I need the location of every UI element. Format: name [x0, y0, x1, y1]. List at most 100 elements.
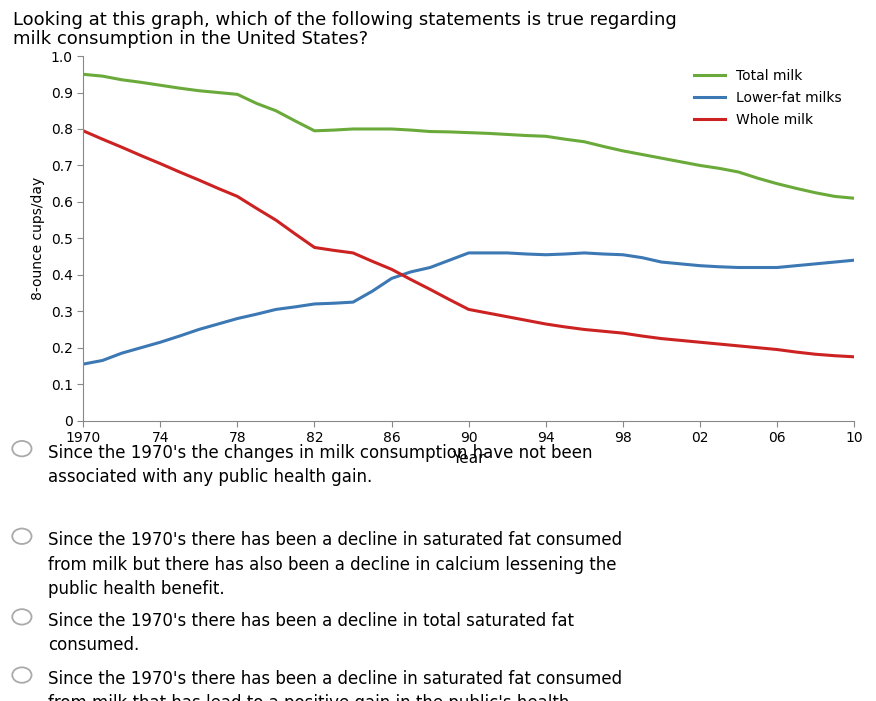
Whole milk [560, 322, 570, 331]
Total milk [618, 147, 628, 155]
Text: Since the 1970's there has been a decline in saturated fat consumed
from milk th: Since the 1970's there has been a declin… [48, 670, 622, 701]
Total milk [849, 194, 859, 203]
Line: Whole milk: Whole milk [83, 131, 854, 357]
Whole milk [78, 127, 88, 135]
Lower-fat milks [290, 303, 300, 311]
Y-axis label: 8-ounce cups/day: 8-ounce cups/day [32, 177, 46, 300]
Total milk [406, 126, 416, 135]
Total milk [540, 132, 551, 140]
Whole milk [232, 192, 243, 200]
Total milk [309, 127, 320, 135]
Total milk [560, 135, 570, 144]
Lower-fat milks [463, 249, 474, 257]
Whole milk [733, 341, 744, 350]
Whole milk [309, 243, 320, 252]
Whole milk [483, 309, 493, 318]
Whole milk [174, 168, 185, 176]
Total milk [502, 130, 512, 139]
Total milk [752, 174, 763, 182]
Whole milk [695, 338, 705, 346]
Total milk [367, 125, 378, 133]
Total milk [348, 125, 358, 133]
Total milk [695, 161, 705, 170]
Whole milk [502, 313, 512, 321]
Lower-fat milks [117, 349, 127, 358]
Total milk [830, 192, 840, 200]
Text: Since the 1970's there has been a decline in total saturated fat
consumed.: Since the 1970's there has been a declin… [48, 612, 574, 654]
Lower-fat milks [271, 305, 281, 313]
Lower-fat milks [483, 249, 493, 257]
Total milk [232, 90, 243, 99]
Lower-fat milks [598, 250, 609, 258]
Total milk [656, 154, 667, 163]
Whole milk [386, 265, 397, 273]
Whole milk [656, 334, 667, 343]
Lower-fat milks [348, 298, 358, 306]
Whole milk [328, 246, 339, 254]
Total milk [521, 131, 532, 139]
Total milk [483, 129, 493, 137]
Text: Since the 1970's there has been a decline in saturated fat consumed
from milk bu: Since the 1970's there has been a declin… [48, 531, 622, 598]
Line: Lower-fat milks: Lower-fat milks [83, 253, 854, 364]
Lower-fat milks [502, 249, 512, 257]
Lower-fat milks [695, 261, 705, 270]
Lower-fat milks [810, 259, 821, 268]
Whole milk [598, 327, 609, 336]
Lower-fat milks [830, 258, 840, 266]
Total milk [155, 81, 166, 90]
Total milk [598, 142, 609, 151]
Whole milk [251, 204, 262, 212]
Whole milk [194, 176, 204, 184]
Whole milk [521, 316, 532, 325]
Lower-fat milks [772, 264, 782, 272]
Total milk [810, 189, 821, 197]
Line: Total milk: Total milk [83, 74, 854, 198]
Text: milk consumption in the United States?: milk consumption in the United States? [13, 30, 368, 48]
Total milk [637, 150, 647, 158]
Whole milk [97, 135, 108, 144]
Whole milk [406, 275, 416, 284]
Lower-fat milks [232, 314, 243, 322]
Whole milk [444, 295, 455, 304]
Whole milk [136, 151, 146, 160]
Total milk [290, 117, 300, 125]
Lower-fat milks [714, 263, 724, 271]
Whole milk [791, 348, 802, 356]
Whole milk [463, 305, 474, 313]
Text: Looking at this graph, which of the following statements is true regarding: Looking at this graph, which of the foll… [13, 11, 677, 29]
Total milk [117, 76, 127, 84]
Lower-fat milks [560, 250, 570, 258]
Total milk [386, 125, 397, 133]
Whole milk [772, 346, 782, 354]
Whole milk [810, 350, 821, 358]
Whole milk [714, 340, 724, 348]
Total milk [328, 126, 339, 135]
Lower-fat milks [386, 274, 397, 283]
Lower-fat milks [444, 256, 455, 264]
Lower-fat milks [618, 250, 628, 259]
Lower-fat milks [194, 325, 204, 334]
Whole milk [579, 325, 590, 334]
Total milk [714, 164, 724, 172]
X-axis label: Year: Year [452, 451, 485, 465]
Lower-fat milks [675, 259, 686, 268]
Lower-fat milks [174, 332, 185, 340]
Lower-fat milks [791, 261, 802, 270]
Whole milk [425, 285, 435, 294]
Whole milk [849, 353, 859, 361]
Lower-fat milks [309, 300, 320, 308]
Total milk [733, 168, 744, 176]
Total milk [78, 70, 88, 79]
Text: Since the 1970's the changes in milk consumption have not been
associated with a: Since the 1970's the changes in milk con… [48, 444, 593, 486]
Lower-fat milks [733, 264, 744, 272]
Lower-fat milks [78, 360, 88, 368]
Whole milk [675, 336, 686, 345]
Total milk [675, 158, 686, 166]
Whole milk [271, 216, 281, 224]
Lower-fat milks [251, 310, 262, 318]
Whole milk [637, 332, 647, 340]
Total milk [174, 84, 185, 93]
Total milk [463, 128, 474, 137]
Lower-fat milks [849, 256, 859, 264]
Total milk [791, 184, 802, 193]
